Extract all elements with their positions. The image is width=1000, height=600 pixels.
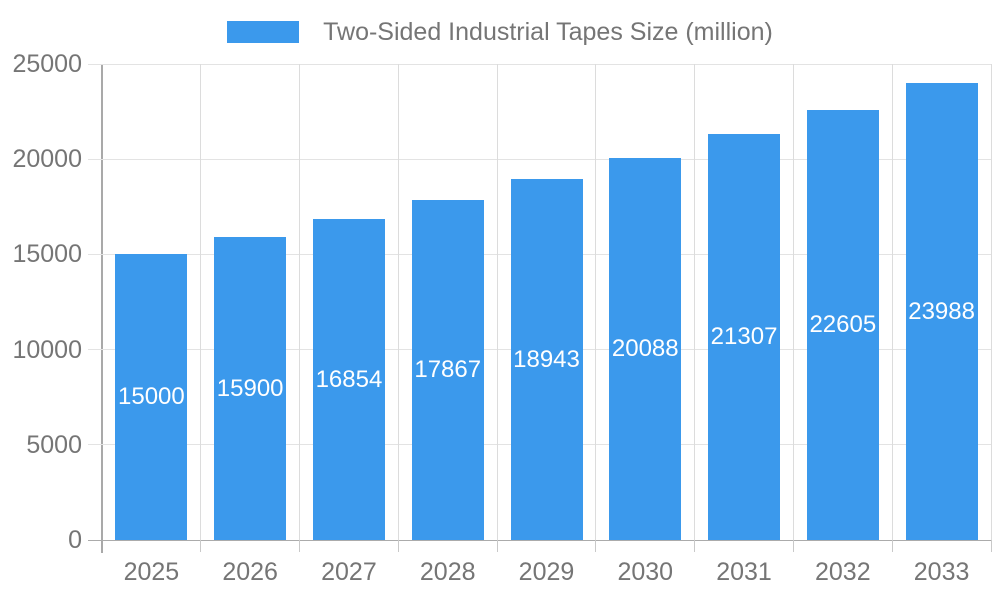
v-gridline (595, 64, 597, 540)
bar-value-label: 15900 (216, 374, 284, 402)
legend-swatch (227, 21, 300, 43)
bar[interactable]: 16854 (312, 219, 385, 540)
y-tick-label: 25000 (12, 50, 82, 78)
bar[interactable]: 15900 (214, 237, 287, 540)
legend-label: Two-Sided Industrial Tapes Size (million… (323, 17, 773, 46)
x-tick-label: 2028 (419, 558, 476, 586)
bar-value-label: 23988 (908, 297, 975, 325)
x-axis-tick (694, 540, 696, 552)
x-axis-tick (397, 540, 399, 552)
bar-value-label: 18943 (513, 345, 580, 373)
bar-value-label: 17867 (414, 355, 482, 383)
x-tick-label: 2029 (518, 558, 575, 586)
x-axis-tick (200, 540, 202, 552)
v-gridline (990, 64, 992, 540)
x-tick-label: 2033 (913, 558, 970, 586)
v-gridline (299, 64, 301, 540)
bar-value-label: 15000 (118, 383, 185, 411)
bar[interactable]: 20088 (609, 157, 682, 540)
v-gridline (397, 64, 399, 540)
h-gridline (88, 158, 991, 160)
bar[interactable]: 21307 (708, 134, 781, 540)
bar[interactable]: 15000 (115, 254, 188, 540)
bar-value-label: 21307 (710, 323, 778, 351)
y-tick-label: 15000 (12, 240, 82, 269)
x-tick-label: 2026 (222, 558, 278, 586)
y-tick-label: 5000 (26, 430, 82, 459)
x-axis-tick (792, 540, 794, 552)
x-axis-labels: 2025 2026 2027 2028 2029 2030 2031 2032 2033 (102, 557, 991, 589)
bar[interactable]: 23988 (905, 83, 978, 540)
bar-value-label: 22605 (809, 310, 877, 338)
y-axis-labels: 0 5000 10000 15000 20000 25000 (0, 0, 86, 600)
y-tick-label: 10000 (12, 335, 82, 364)
x-axis-tick (496, 540, 498, 552)
x-tick-label: 2025 (123, 558, 180, 586)
x-axis-tick (891, 540, 893, 552)
y-tick-label: 20000 (12, 145, 82, 174)
h-gridline (88, 539, 991, 541)
v-gridline (496, 64, 498, 540)
plot-area: 15000 15900 16854 17867 18943 20088 21307 22605… (88, 63, 992, 552)
x-tick-label: 2027 (321, 558, 377, 586)
x-axis-tick (595, 540, 597, 552)
v-gridline (891, 64, 893, 540)
h-gridline (88, 63, 991, 65)
x-axis-tick (990, 540, 992, 552)
bar-value-label: 20088 (611, 334, 679, 362)
bar-value-label: 16854 (315, 365, 383, 393)
v-gridline (694, 64, 696, 540)
bar[interactable]: 22605 (806, 109, 879, 540)
x-axis-tick (299, 540, 301, 552)
y-axis-line (101, 64, 103, 553)
y-tick-label: 0 (68, 526, 82, 554)
x-tick-label: 2030 (617, 558, 674, 586)
v-gridline (792, 64, 794, 540)
v-gridline (200, 64, 202, 540)
legend: Two-Sided Industrial Tapes Size (million… (0, 16, 1000, 48)
x-tick-label: 2032 (815, 558, 871, 586)
bar[interactable]: 17867 (411, 199, 484, 540)
x-tick-label: 2031 (716, 558, 772, 586)
bar[interactable]: 18943 (510, 179, 583, 540)
